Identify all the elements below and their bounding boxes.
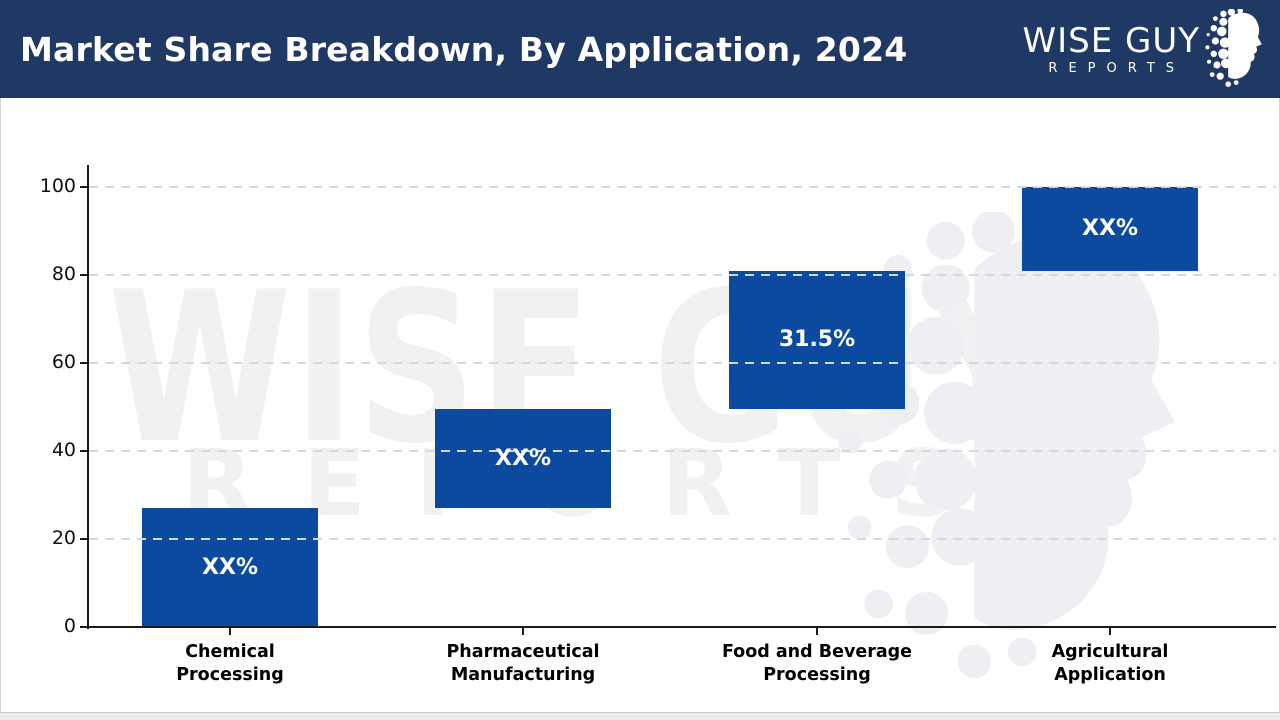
x-tick-pharmaceutical-manufacturing — [522, 628, 524, 635]
brand-logo-text: WISE GUY REPORTS — [1022, 24, 1200, 75]
x-tick-food-and-beverage-processing — [816, 628, 818, 635]
y-tick-label-20: 20 — [51, 527, 76, 549]
gridline-60 — [89, 362, 1276, 364]
x-axis-line — [87, 626, 1276, 628]
brand-logo: WISE GUY REPORTS — [1022, 9, 1262, 89]
x-category-label-food-and-beverage-processing: Food and Beverage Processing — [721, 642, 913, 685]
y-tick-60 — [80, 362, 88, 364]
bar-chemical-processing — [142, 508, 318, 627]
y-tick-40 — [80, 450, 88, 452]
x-category-label-chemical-processing: Chemical Processing — [176, 642, 284, 685]
x-tick-agricultural-application — [1109, 628, 1111, 635]
bar-value-label: XX% — [202, 555, 258, 581]
y-tick-label-80: 80 — [51, 263, 76, 285]
gridline-100 — [89, 186, 1276, 188]
footer-strip — [0, 712, 1280, 720]
brand-name: WISE GUY — [1022, 20, 1200, 61]
gridline-20 — [89, 538, 1276, 540]
bar-pharmaceutical-manufacturing — [435, 409, 611, 509]
y-tick-label-0: 0 — [63, 615, 76, 637]
y-tick-label-100: 100 — [39, 175, 76, 197]
x-tick-chemical-processing — [229, 628, 231, 635]
gridline-40 — [89, 450, 1276, 452]
gridline-80 — [89, 274, 1276, 276]
dotted-profile-head-icon — [1204, 9, 1262, 89]
x-category-label-pharmaceutical-manufacturing: Pharmaceutical Manufacturing — [446, 642, 600, 685]
y-tick-100 — [80, 186, 88, 188]
y-tick-80 — [80, 274, 88, 276]
page-title: Market Share Breakdown, By Application, … — [20, 29, 908, 69]
bar-value-label: XX% — [495, 446, 551, 472]
brand-subname: REPORTS — [1048, 60, 1186, 76]
y-tick-label-60: 60 — [51, 351, 76, 373]
y-tick-0 — [80, 626, 88, 628]
header-bar: Market Share Breakdown, By Application, … — [0, 0, 1280, 98]
y-tick-20 — [80, 538, 88, 540]
y-tick-label-40: 40 — [51, 439, 76, 461]
x-category-label-agricultural-application: Agricultural Application — [1051, 642, 1169, 685]
y-axis-line — [87, 165, 89, 629]
bar-value-label: XX% — [1082, 216, 1138, 242]
bar-value-label: 31.5% — [778, 327, 856, 353]
